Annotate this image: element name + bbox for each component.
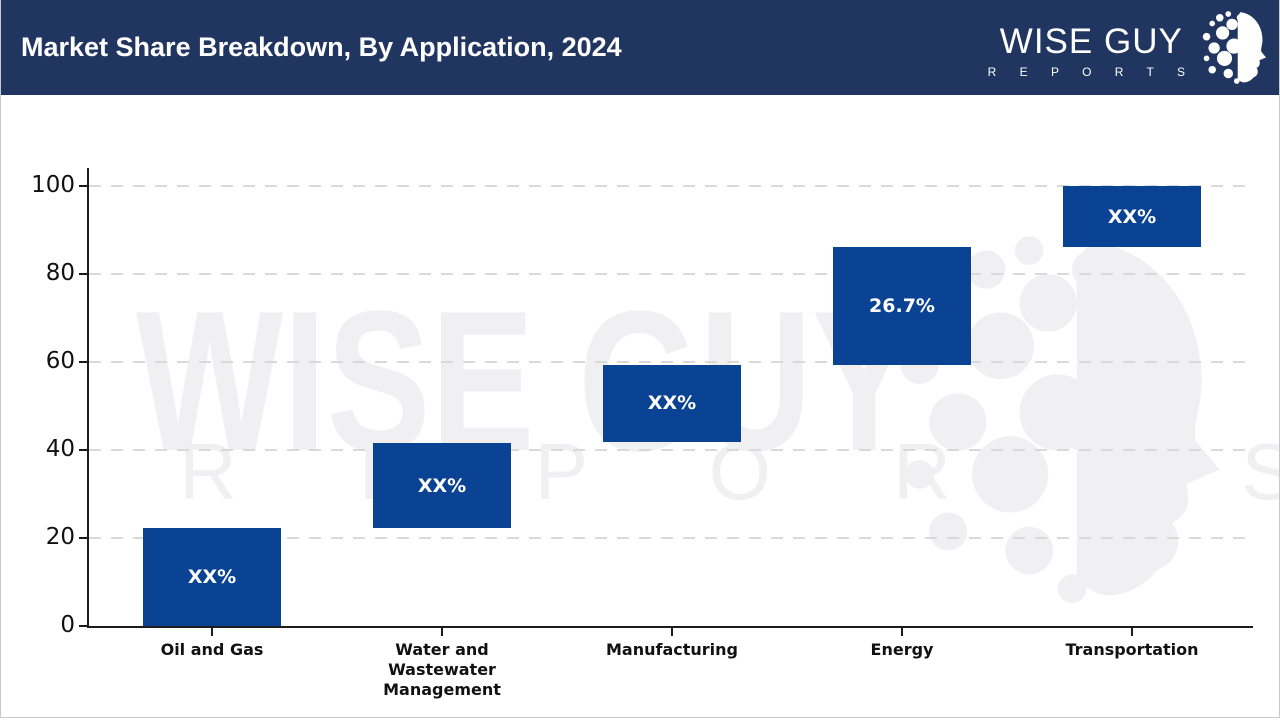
gridline [89, 449, 1253, 451]
bar-value-label: XX% [417, 474, 467, 497]
bar-value-label: 26.7% [869, 294, 935, 317]
logo-text: WISE GUY R E P O R T S [988, 22, 1195, 79]
y-tick-label: 80 [45, 260, 75, 286]
wise-guy-logo: WISE GUY R E P O R T S [988, 6, 1267, 90]
y-tick-mark [79, 185, 88, 187]
bar-value-label: XX% [187, 566, 237, 589]
x-axis-spine [87, 626, 1253, 628]
y-axis-spine [87, 168, 89, 627]
y-tick-mark [79, 625, 88, 627]
y-tick-mark [79, 449, 88, 451]
header-band: Market Share Breakdown, By Application, … [1, 0, 1279, 95]
watermark-wordmark: WISE GUY [136, 270, 917, 493]
gridline [89, 537, 1253, 539]
y-tick-label: 20 [45, 524, 75, 550]
x-tick-mark [441, 628, 443, 636]
bar-segment: 26.7% [833, 247, 971, 365]
x-axis-category-label: Oil and Gas [160, 640, 264, 659]
y-tick-label: 0 [60, 612, 75, 638]
bar-segment: XX% [1063, 186, 1201, 247]
bar-segment: XX% [143, 528, 281, 626]
bar-value-label: XX% [1107, 205, 1157, 228]
gridline [89, 273, 1253, 275]
y-tick-mark [79, 361, 88, 363]
y-tick-label: 100 [31, 172, 75, 198]
x-tick-mark [1131, 628, 1133, 636]
logo-subtitle: R E P O R T S [987, 65, 1195, 79]
x-axis-category-label: Transportation [1065, 640, 1199, 659]
x-tick-mark [211, 628, 213, 636]
x-axis-category-label: Water and Wastewater Management [383, 640, 501, 699]
x-axis-category-label: Manufacturing [606, 640, 738, 659]
y-tick-label: 40 [45, 436, 75, 462]
bar-segment: XX% [373, 443, 511, 528]
gridline [89, 361, 1253, 363]
x-tick-mark [671, 628, 673, 636]
x-tick-mark [901, 628, 903, 636]
logo-head-icon [1202, 11, 1267, 84]
page-title: Market Share Breakdown, By Application, … [21, 32, 622, 62]
y-tick-mark [79, 537, 88, 539]
gridline [89, 185, 1253, 187]
y-tick-label: 60 [45, 348, 75, 374]
bar-segment: XX% [603, 364, 741, 442]
logo-wordmark: WISE GUY [999, 22, 1183, 61]
y-tick-mark [79, 273, 88, 275]
bar-value-label: XX% [647, 392, 697, 415]
x-axis-category-label: Energy [870, 640, 934, 659]
watermark-head-icon [900, 236, 1220, 603]
